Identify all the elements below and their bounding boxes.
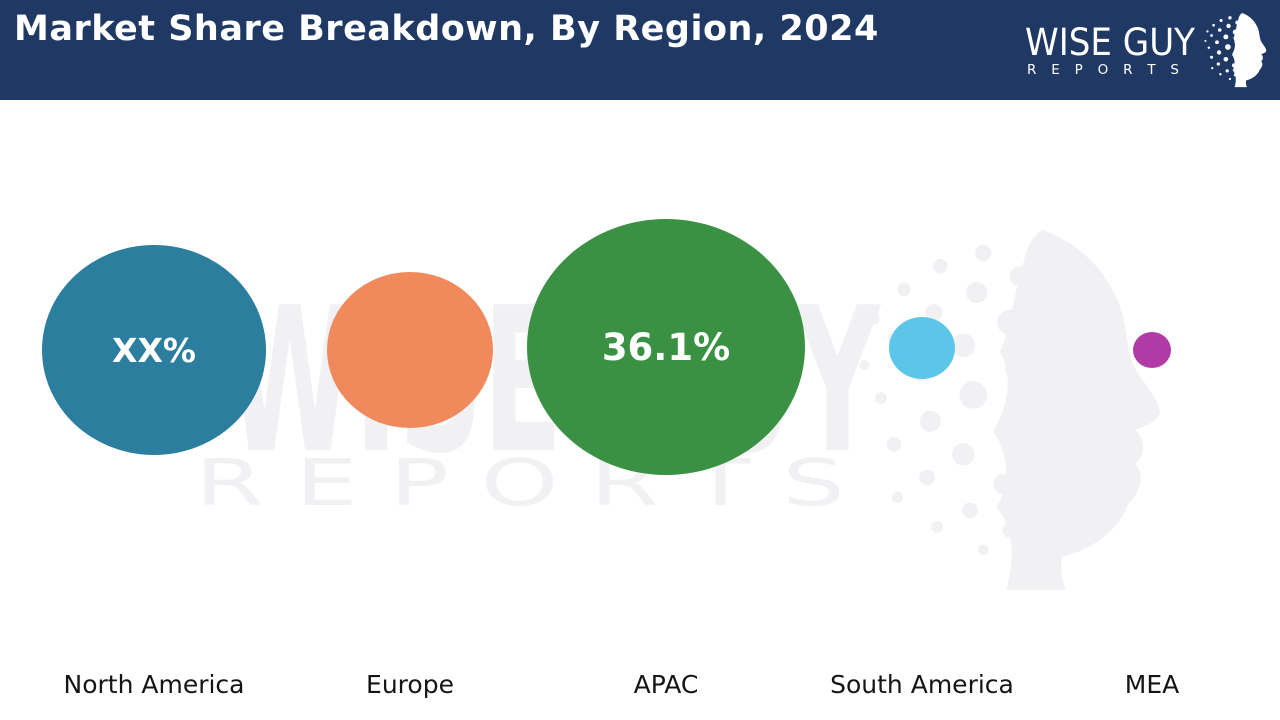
category-label-north-america: North America (63, 670, 245, 699)
watermark-head-icon (859, 229, 1160, 590)
logo-head-icon (1204, 13, 1267, 88)
watermark-subtitle: R E P O R T S (195, 447, 845, 521)
wise-guy-reports-logo: WISE GUY R E P O R T S (1025, 13, 1267, 88)
bubble-north-america: XX% (42, 245, 266, 455)
bubble-europe (327, 272, 493, 428)
bubble-value-apac: 36.1% (601, 325, 731, 369)
page-title: Market Share Breakdown, By Region, 2024 (14, 9, 879, 49)
header-bar: Market Share Breakdown, By Region, 2024 … (0, 0, 1280, 100)
bubble-south-america (889, 317, 955, 379)
logo-subtitle: R E P O R T S (1027, 62, 1179, 78)
bubble-mea (1133, 332, 1171, 368)
category-label-europe: Europe (366, 670, 454, 699)
bubble-apac: 36.1% (527, 219, 805, 475)
bubble-value-north-america: XX% (112, 330, 196, 370)
category-label-south-america: South America (830, 670, 1014, 699)
logo-wordmark: WISE GUY (1025, 21, 1195, 64)
category-label-apac: APAC (633, 670, 699, 699)
category-label-mea: MEA (1124, 670, 1180, 699)
bubble-chart: WISE GUY R E P O R T S XX% 36.1% North A… (0, 100, 1280, 720)
